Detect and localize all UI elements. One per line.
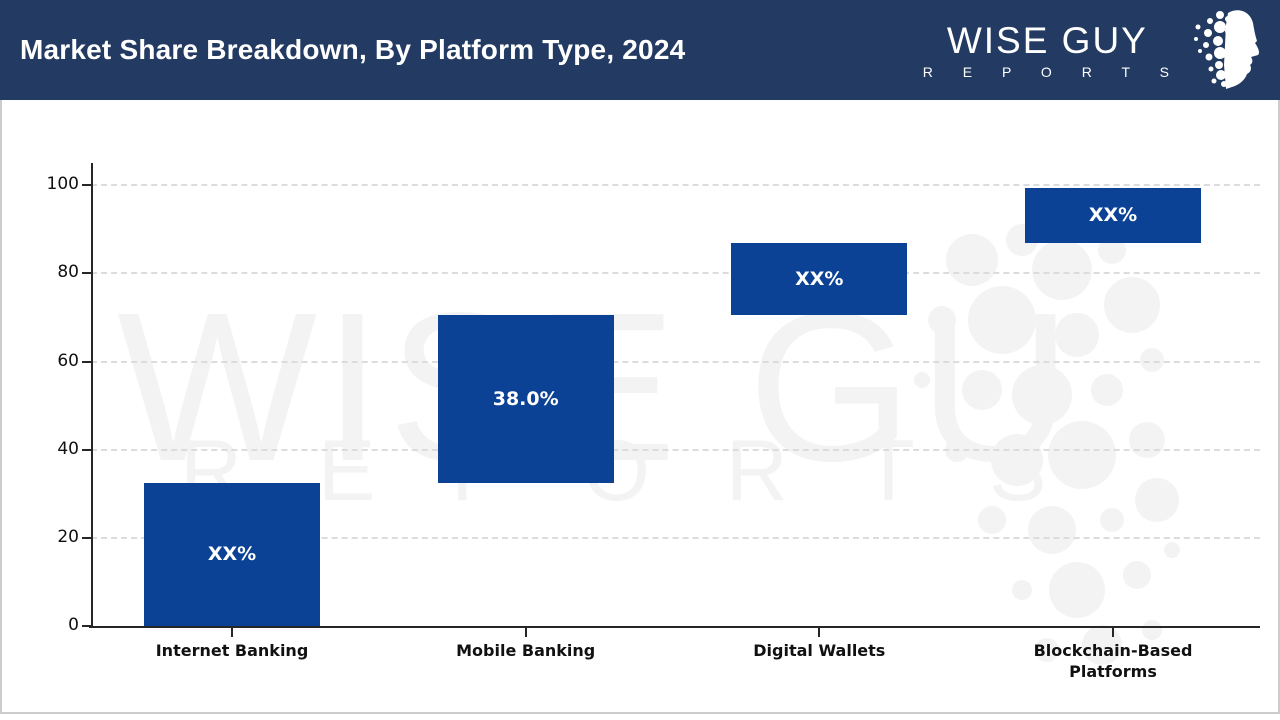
y-tick-label-0: 0 [68, 615, 79, 635]
x-category-label-mobile-banking: Mobile Banking [456, 641, 596, 660]
gridline-100 [91, 184, 1260, 187]
brand-wordmark: WISE GUY [946, 19, 1148, 61]
y-tick-label-40: 40 [57, 438, 79, 459]
gridline-20 [91, 536, 1260, 539]
y-tick-label-100: 100 [46, 174, 79, 195]
x-tick-mark-internet-banking [231, 628, 233, 637]
bar-value-label-internet-banking: XX% [207, 543, 257, 566]
bar-value-label-blockchain-based-platforms: XX% [1088, 204, 1138, 227]
gridline-60 [91, 360, 1260, 363]
wiseguy-head-icon [1184, 5, 1262, 96]
bar-mobile-banking: 38.0% [437, 315, 614, 483]
y-tick-mark-0 [82, 625, 91, 627]
y-axis-line [91, 163, 93, 628]
x-category-label-internet-banking: Internet Banking [155, 641, 309, 660]
y-tick-label-20: 20 [57, 526, 79, 547]
bar-blockchain-based-platforms: XX% [1025, 187, 1201, 243]
gridline-80 [91, 272, 1260, 275]
y-tick-mark-40 [82, 448, 91, 451]
page-title: Market Share Breakdown, By Platform Type… [20, 34, 686, 65]
y-tick-label-80: 80 [57, 262, 79, 283]
y-tick-mark-80 [82, 272, 91, 275]
gridline-40 [91, 448, 1260, 451]
x-tick-mark-digital-wallets [818, 628, 821, 637]
x-tick-mark-blockchain-based-platforms [1112, 628, 1114, 637]
y-tick-mark-60 [82, 360, 91, 363]
y-tick-mark-100 [82, 184, 91, 187]
x-category-label-blockchain-based-platforms: Blockchain-Based Platforms [1033, 641, 1193, 681]
chart-area: WISE GU R E P O R T S 0 20 40 60 80 100 XX% Int [0, 100, 1280, 714]
bar-value-label-mobile-banking: 38.0% [492, 388, 559, 411]
header-bar: Market Share Breakdown, By Platform Type… [0, 0, 1280, 100]
bar-value-label-digital-wallets: XX% [795, 267, 844, 290]
x-tick-mark-mobile-banking [524, 628, 527, 637]
brand-reports-label: R E P O R T S [922, 63, 1182, 80]
x-axis-line [89, 626, 1260, 628]
y-tick-label-60: 60 [57, 350, 79, 371]
y-tick-mark-20 [82, 536, 91, 539]
brand-text: WISE GUY R E P O R T S [913, 22, 1182, 79]
bar-internet-banking: XX% [144, 482, 320, 626]
x-category-label-digital-wallets: Digital Wallets [753, 641, 886, 660]
watermark-head-pattern [852, 210, 1192, 695]
bar-digital-wallets: XX% [731, 242, 908, 316]
brand-logo: WISE GUY R E P O R T S [913, 5, 1262, 96]
